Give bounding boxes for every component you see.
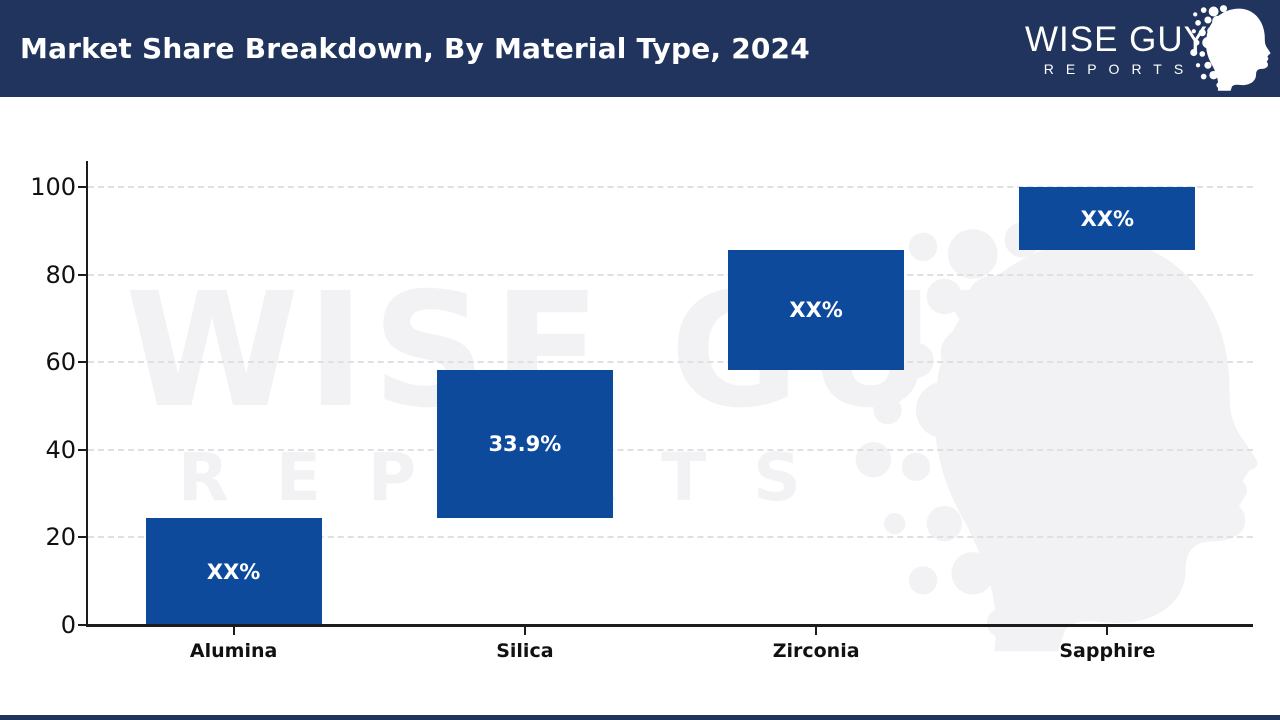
y-tick-label-100: 100: [30, 173, 76, 201]
y-tick-20: [78, 536, 88, 539]
bar-label-alumina: XX%: [206, 559, 261, 584]
bar-zirconia: XX%: [728, 250, 905, 370]
logo-text: WISE GUY REPORTS: [1025, 20, 1208, 77]
x-tick-zirconia: [815, 627, 818, 635]
gridline-100: [88, 186, 1253, 188]
y-tick-100: [78, 186, 88, 188]
footer-bar: [0, 715, 1280, 720]
y-axis-line: [86, 161, 88, 627]
x-tick-sapphire: [1106, 627, 1109, 635]
page-title: Market Share Breakdown, By Material Type…: [20, 32, 810, 65]
y-tick-80: [78, 273, 88, 276]
x-tick-label-silica: Silica: [496, 640, 554, 662]
x-tick-label-zirconia: Zirconia: [772, 640, 860, 662]
wise-guy-logo: WISE GUY REPORTS: [1025, 0, 1276, 97]
gridline-80: [88, 273, 1253, 276]
y-tick-label-60: 60: [45, 348, 76, 377]
x-tick-label-sapphire: Sapphire: [1059, 640, 1156, 662]
y-tick-60: [78, 361, 88, 364]
y-tick-40: [78, 448, 88, 451]
header-bar: Market Share Breakdown, By Material Type…: [0, 0, 1280, 97]
y-tick-label-40: 40: [45, 435, 76, 464]
x-tick-label-alumina: Alumina: [189, 640, 278, 662]
x-axis-line: [88, 624, 1253, 627]
gridline-60: [88, 361, 1253, 364]
x-tick-alumina: [232, 627, 235, 635]
y-tick-label-0: 0: [60, 611, 76, 639]
bar-alumina: XX%: [145, 518, 322, 625]
chart-canvas: WISE GUY REPORTS 020406080100XX%Alumina3…: [0, 97, 1280, 715]
logo-subtitle: REPORTS: [1043, 61, 1196, 77]
plot-area: 0 20 40 60 80 100 XX% Alumina 33.9% Silica XX% Zirc…: [0, 97, 1280, 715]
y-tick-label-20: 20: [45, 523, 76, 552]
y-tick-label-80: 80: [45, 260, 76, 289]
logo-wordmark: WISE GUY: [1024, 20, 1208, 59]
bar-silica: 33.9%: [436, 369, 613, 519]
bar-label-silica: 33.9%: [488, 431, 562, 456]
y-tick-0: [78, 624, 88, 626]
bar-label-zirconia: XX%: [789, 297, 843, 322]
wise-guy-head-icon: [1190, 4, 1271, 91]
x-tick-silica: [523, 627, 526, 635]
bar-label-sapphire: XX%: [1080, 206, 1135, 231]
gridline-40: [88, 448, 1253, 451]
bar-sapphire: XX%: [1019, 187, 1196, 251]
gridline-20: [88, 536, 1253, 539]
